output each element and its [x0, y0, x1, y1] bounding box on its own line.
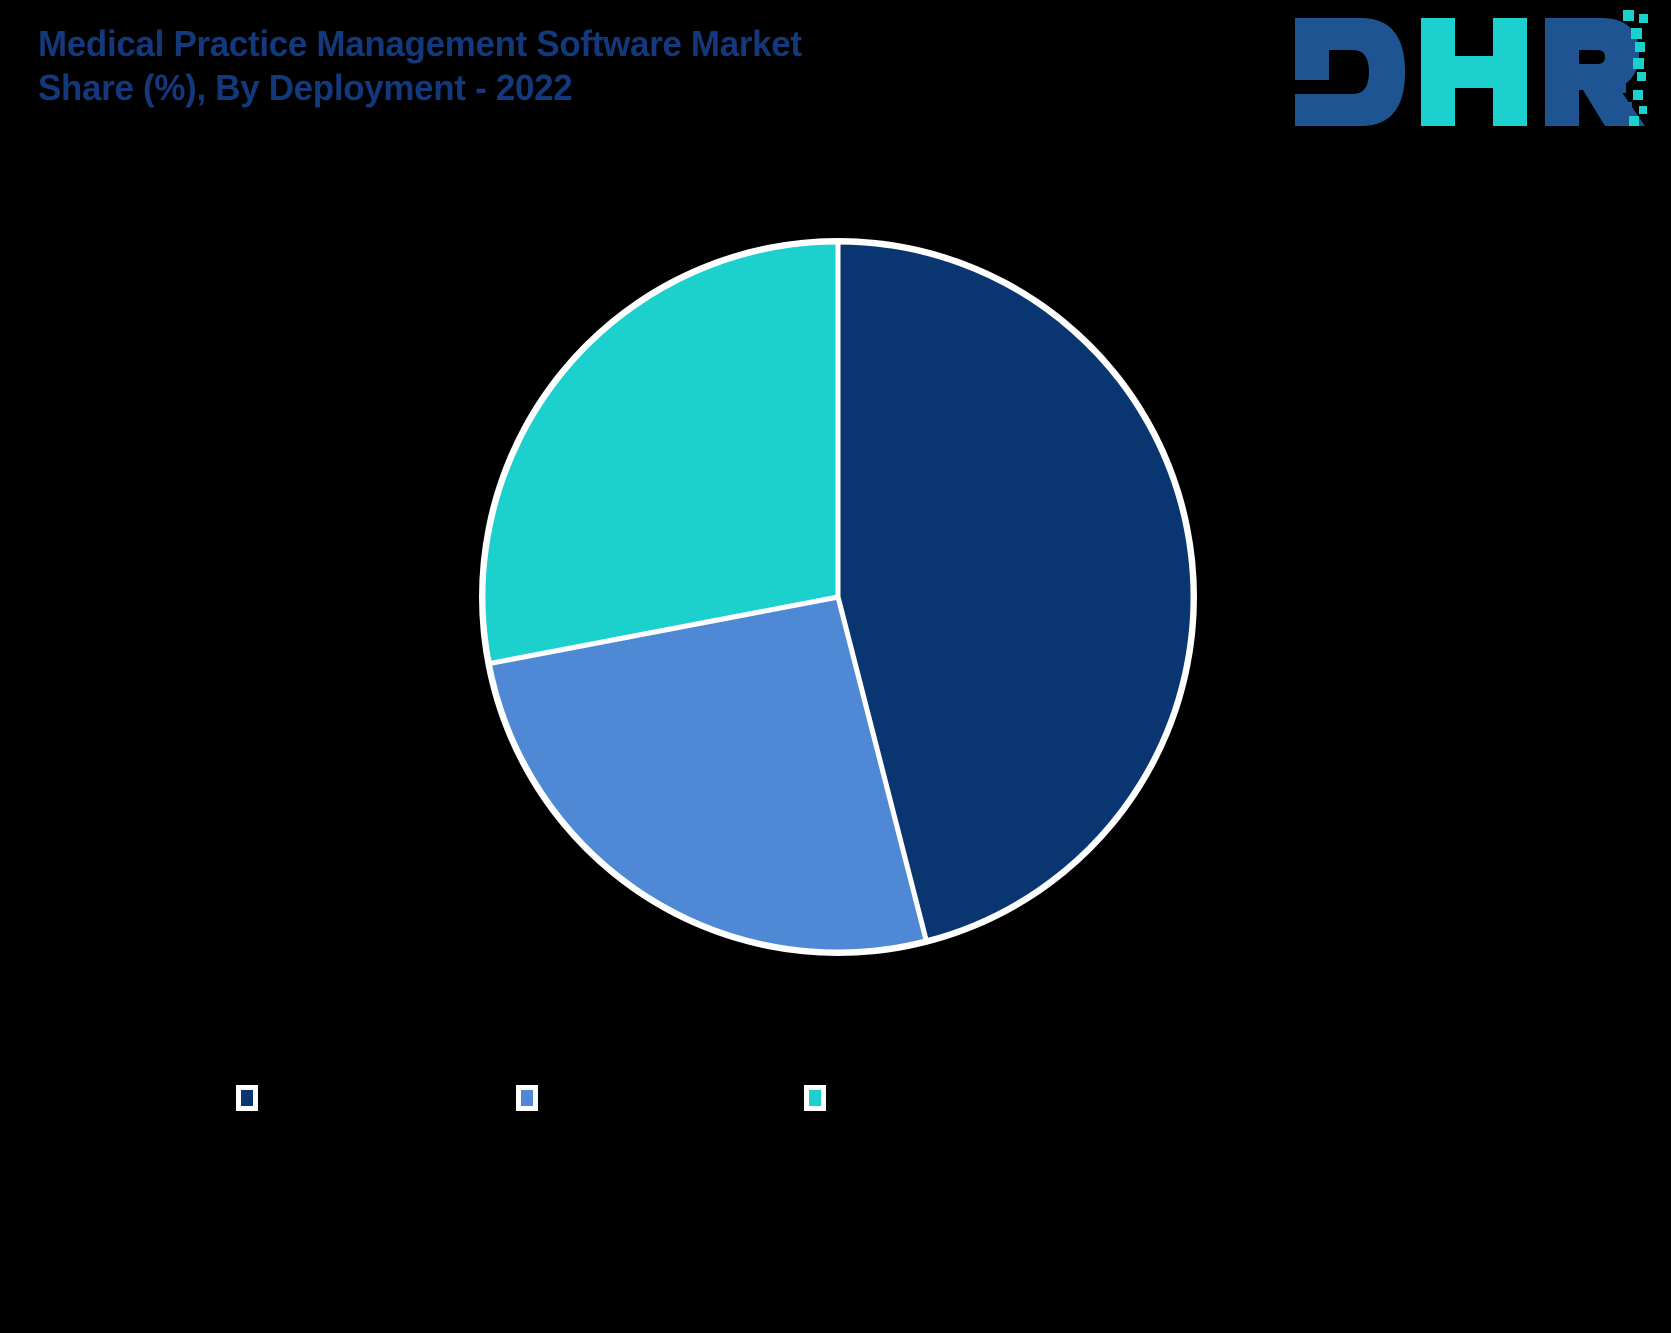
pie-slice[interactable]	[835, 239, 1196, 944]
logo-pixel-cluster	[1613, 10, 1648, 126]
page-title: Medical Practice Management Software Mar…	[38, 22, 1218, 110]
chart-area	[0, 150, 1671, 1150]
legend-item-2[interactable]	[803, 1085, 836, 1111]
logo-letter-d	[1295, 18, 1405, 126]
legend-item-1[interactable]	[515, 1085, 548, 1111]
legend-swatch-2	[803, 1085, 826, 1111]
pie-slice[interactable]	[486, 594, 930, 955]
title-line-2: Share (%), By Deployment - 2022	[38, 66, 573, 108]
dhr-logo	[1283, 8, 1653, 136]
title-line-1: Medical Practice Management Software Mar…	[38, 23, 802, 64]
legend-swatch-1	[515, 1085, 538, 1111]
pie-slices	[479, 238, 1197, 956]
pie-slice[interactable]	[480, 239, 841, 667]
chart-legend	[0, 1085, 1671, 1155]
pie-chart	[476, 235, 1200, 959]
legend-item-0[interactable]	[235, 1085, 268, 1111]
legend-swatch-0	[235, 1085, 258, 1111]
logo-letter-h	[1421, 18, 1527, 126]
